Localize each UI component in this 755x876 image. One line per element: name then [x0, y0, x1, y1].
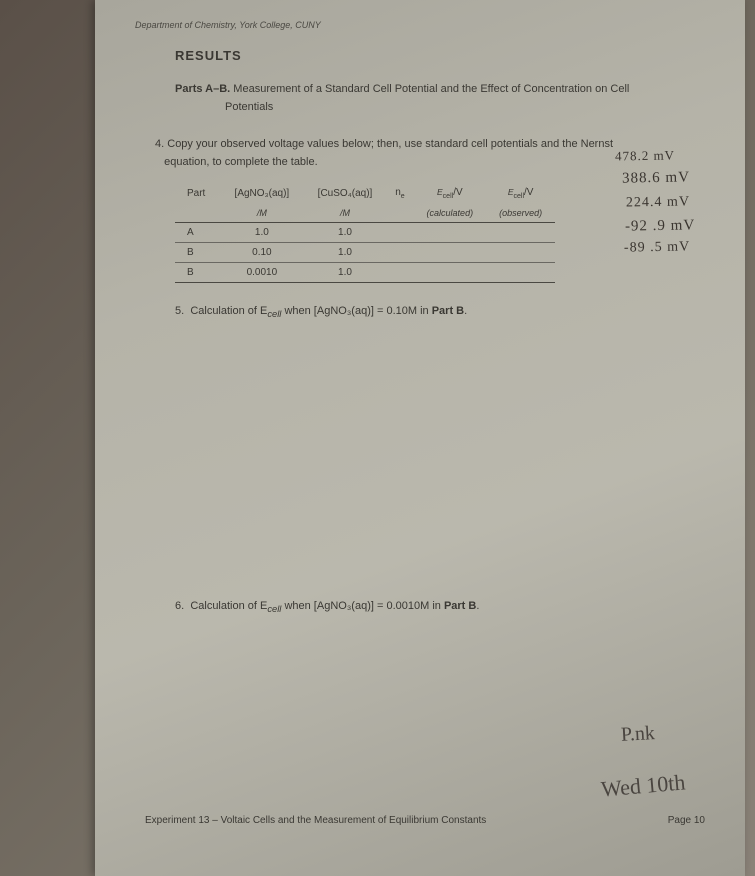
- q5-text-2: when [AgNO₃(aq)] = 0.10M in: [284, 305, 431, 317]
- handwritten-value-5: -89 .5 mV: [624, 239, 690, 256]
- col-agno3-sub: /M: [220, 204, 303, 223]
- col-eobs-sub: (observed): [486, 204, 555, 223]
- q6-number: 6.: [175, 600, 184, 612]
- parts-text: Measurement of a Standard Cell Potential…: [233, 83, 629, 95]
- q4-number: 4.: [155, 138, 164, 150]
- table-row: A 1.0 1.0: [175, 223, 555, 243]
- cell: [486, 263, 555, 283]
- table-row: B 0.10 1.0: [175, 243, 555, 263]
- footer-page-number: Page 10: [668, 815, 705, 826]
- q5-number: 5.: [175, 305, 184, 317]
- handwritten-value-1: 478.2 mV: [615, 147, 675, 164]
- col-cuso4-sub: /M: [303, 204, 386, 223]
- cell: B: [175, 243, 220, 263]
- col-part: Part: [175, 183, 220, 204]
- col-agno3: [AgNO₃(aq)]: [220, 183, 303, 204]
- col-ecalc-sub: (calculated): [413, 204, 486, 223]
- col-eobs: Ecell/V: [486, 183, 555, 204]
- cell: [486, 243, 555, 263]
- question-6: 6. Calculation of Ecell when [AgNO₃(aq)]…: [175, 600, 705, 614]
- parts-text-2: Potentials: [225, 99, 273, 117]
- q5-bold: Part B: [432, 305, 464, 317]
- cell: 1.0: [303, 223, 386, 243]
- q6-text: Calculation of E: [190, 600, 267, 612]
- question-5: 5. Calculation of Ecell when [AgNO₃(aq)]…: [175, 305, 705, 319]
- col-n-sub: e: [401, 193, 405, 200]
- cell: B: [175, 263, 220, 283]
- cell: 1.0: [303, 243, 386, 263]
- q6-text-2: when [AgNO₃(aq)] = 0.0010M in: [284, 600, 443, 612]
- q5-text: Calculation of E: [190, 305, 267, 317]
- results-title: RESULTS: [175, 48, 705, 63]
- cell: 1.0: [220, 223, 303, 243]
- footer-experiment: Experiment 13 – Voltaic Cells and the Me…: [145, 815, 486, 826]
- parts-label: Parts A–B.: [175, 83, 230, 95]
- table-header-row-2: /M /M (calculated) (observed): [175, 204, 555, 223]
- cell: [387, 243, 414, 263]
- table-header-row-1: Part [AgNO₃(aq)] [CuSO₄(aq)] ne Ecell/V …: [175, 183, 555, 204]
- parts-description: Parts A–B. Measurement of a Standard Cel…: [175, 81, 705, 116]
- cell: 1.0: [303, 263, 386, 283]
- handwritten-note-date: Wed 10th: [600, 773, 686, 800]
- q4-text-1: Copy your observed voltage values below;…: [167, 138, 613, 150]
- cell: [486, 223, 555, 243]
- data-table-wrap: Part [AgNO₃(aq)] [CuSO₄(aq)] ne Ecell/V …: [175, 183, 555, 283]
- cell: [413, 243, 486, 263]
- q5-end: .: [464, 305, 467, 317]
- col-n-sub2: [387, 204, 414, 223]
- col-ecalc: Ecell/V: [413, 183, 486, 204]
- col-cuso4: [CuSO₄(aq)]: [303, 183, 386, 204]
- cell: [413, 223, 486, 243]
- data-table: Part [AgNO₃(aq)] [CuSO₄(aq)] ne Ecell/V …: [175, 183, 555, 283]
- q6-end: .: [476, 600, 479, 612]
- cell: [387, 223, 414, 243]
- col-part-sub: [175, 204, 220, 223]
- cell: [387, 263, 414, 283]
- worksheet-paper: Department of Chemistry, York College, C…: [95, 0, 745, 876]
- cell: 0.0010: [220, 263, 303, 283]
- q4-text-2: equation, to complete the table.: [164, 156, 318, 168]
- page-footer: Experiment 13 – Voltaic Cells and the Me…: [145, 815, 705, 826]
- handwritten-value-3: 224.4 mV: [626, 194, 690, 211]
- handwritten-note-pink: P.nk: [621, 722, 656, 747]
- col-n: ne: [387, 183, 414, 204]
- q6-bold: Part B: [444, 600, 476, 612]
- cell: [413, 263, 486, 283]
- table-row: B 0.0010 1.0: [175, 263, 555, 283]
- handwritten-value-2: 388.6 mV: [622, 169, 690, 187]
- cell: A: [175, 223, 220, 243]
- cell: 0.10: [220, 243, 303, 263]
- department-header: Department of Chemistry, York College, C…: [135, 20, 705, 30]
- handwritten-value-4: -92 .9 mV: [625, 217, 696, 235]
